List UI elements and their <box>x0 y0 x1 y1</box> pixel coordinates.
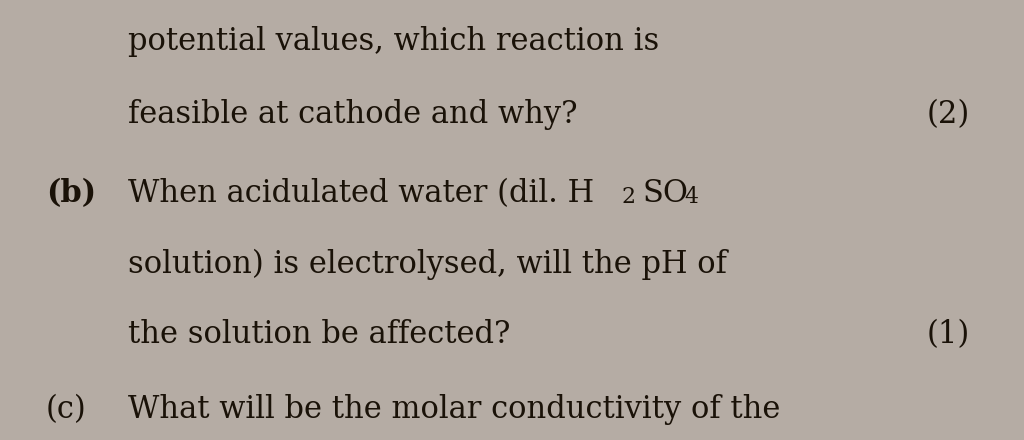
Text: 2: 2 <box>622 186 636 208</box>
Text: solution) is electrolysed, will the pH of: solution) is electrolysed, will the pH o… <box>128 249 727 280</box>
Text: 4: 4 <box>684 186 698 208</box>
Text: the solution be affected?: the solution be affected? <box>128 319 510 350</box>
Text: When acidulated water (dil. H: When acidulated water (dil. H <box>128 178 594 209</box>
Text: SO: SO <box>642 178 688 209</box>
Text: (c): (c) <box>46 394 87 425</box>
Text: (2): (2) <box>927 99 970 130</box>
Text: (b): (b) <box>46 178 96 209</box>
Text: What will be the molar conductivity of the: What will be the molar conductivity of t… <box>128 394 780 425</box>
Text: (1): (1) <box>927 319 970 350</box>
Text: potential values, which reaction is: potential values, which reaction is <box>128 26 659 57</box>
Text: feasible at cathode and why?: feasible at cathode and why? <box>128 99 578 130</box>
